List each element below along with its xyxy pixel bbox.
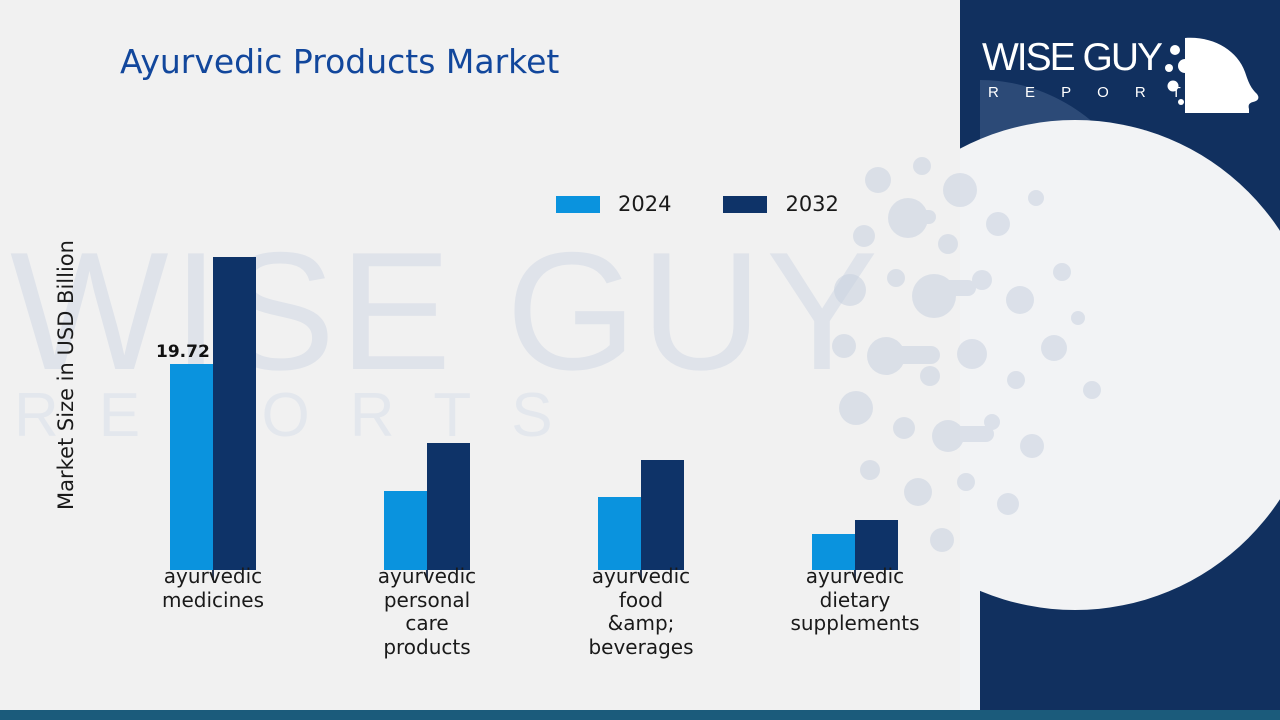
wiseguy-logo: WISE GUY R E P O R T S — [980, 34, 1260, 114]
x-category-line: ayurvedic — [805, 564, 905, 588]
plot-area: 19.72 — [100, 150, 950, 580]
logo-head-icon — [1165, 37, 1259, 113]
x-category-line: dietary — [819, 587, 891, 612]
x-category-line: ayurvedic — [377, 564, 477, 588]
x-category-label-3: ayurvedic dietary supplements — [760, 564, 950, 636]
bar-2032-1[interactable] — [427, 443, 470, 570]
bar-2032-0[interactable] — [213, 257, 256, 570]
brand-panel — [960, 0, 1280, 710]
x-category-line: food — [618, 587, 664, 612]
x-category-line: personal — [383, 587, 471, 612]
x-category-label-2: ayurvedic food &amp; beverages — [546, 564, 736, 659]
decorative-circle — [960, 120, 1280, 610]
page-title: Ayurvedic Products Market — [120, 42, 560, 81]
dot-brain-icon — [832, 157, 1101, 552]
x-category-line: ayurvedic — [591, 564, 691, 588]
x-category-label-1: ayurvedic personal care products — [332, 564, 522, 659]
chart-legend: 2024 2032 — [556, 194, 839, 215]
y-axis-title-text: Market Size in USD Billion — [54, 240, 79, 510]
legend-label-2032: 2032 — [785, 192, 839, 216]
legend-item-2032[interactable]: 2032 — [723, 192, 839, 216]
decorative-wedge — [960, 360, 980, 710]
bar-2024-3[interactable] — [812, 534, 855, 570]
legend-swatch-2032 — [723, 196, 768, 213]
legend-label-2024: 2024 — [618, 192, 672, 216]
x-tick-0 — [212, 570, 214, 580]
logo-subtitle: R E P O R T S — [988, 84, 1228, 101]
x-category-line: supplements — [790, 611, 920, 635]
legend-item-2024[interactable]: 2024 — [556, 194, 671, 215]
x-category-line: products — [383, 634, 471, 659]
x-category-line: medicines — [162, 587, 264, 612]
y-axis-title: Market Size in USD Billion — [46, 190, 86, 560]
bar-2024-2[interactable] — [598, 497, 641, 570]
legend-swatch-2024 — [556, 196, 600, 213]
x-tick-2 — [640, 570, 642, 580]
x-category-line: beverages — [588, 634, 694, 659]
x-tick-3 — [854, 570, 856, 580]
logo-wordmark: WISE GUY — [982, 36, 1163, 79]
bar-2032-2[interactable] — [641, 460, 684, 570]
x-category-line: care — [405, 611, 449, 635]
x-category-line: &amp; — [607, 611, 675, 635]
bar-value-label-0: 19.72 — [156, 342, 210, 362]
x-category-line: ayurvedic — [163, 564, 263, 588]
x-category-label-0: ayurvedic medicines — [118, 564, 308, 612]
x-tick-1 — [426, 570, 428, 580]
bottom-accent-strip — [0, 710, 1280, 720]
bar-2024-0[interactable]: 19.72 — [156, 342, 213, 570]
bar-2032-3[interactable] — [855, 520, 898, 570]
bar-2024-1[interactable] — [384, 491, 427, 570]
